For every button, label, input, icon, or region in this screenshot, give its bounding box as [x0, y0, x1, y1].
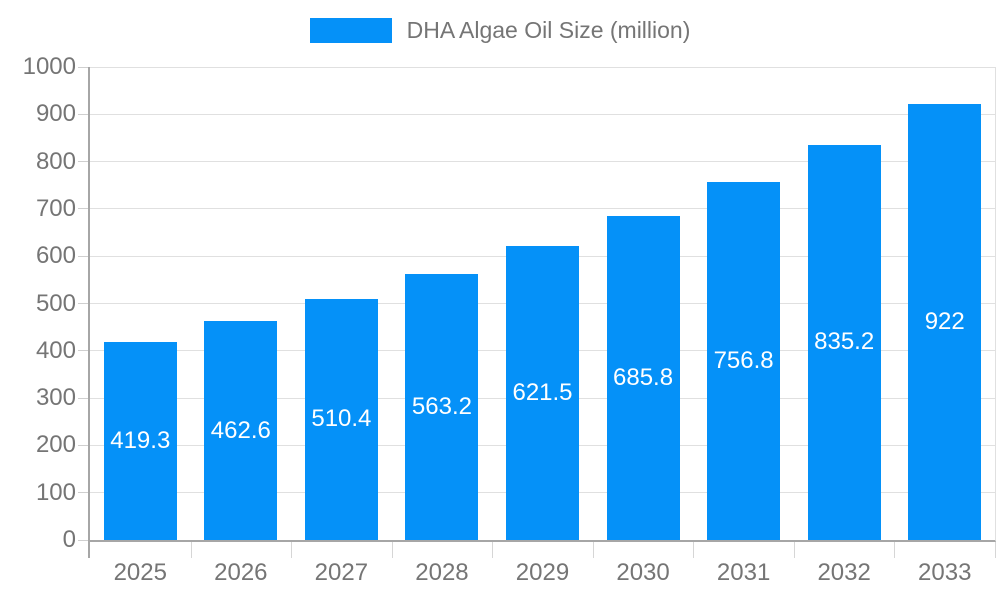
bar-2031[interactable]: 756.8: [707, 182, 781, 540]
x-axis-label: 2026: [214, 559, 268, 586]
x-axis-tick: [894, 542, 896, 558]
x-axis-tick: [592, 542, 594, 558]
bar-value-label: 685.8: [613, 363, 674, 391]
y-axis-tick: [78, 397, 88, 399]
bar-2029[interactable]: 621.5: [506, 246, 579, 540]
x-axis-tick: [793, 542, 795, 558]
x-axis-label: 2032: [817, 559, 871, 586]
y-axis-label: 200: [35, 431, 76, 459]
bar-value-label: 621.5: [512, 379, 573, 407]
bar-2025[interactable]: 419.3: [103, 341, 177, 540]
bar-2033[interactable]: 922: [908, 103, 982, 540]
y-axis-tick: [78, 539, 88, 541]
y-axis-tick: [78, 66, 88, 68]
bar-value-label: 419.3: [110, 426, 171, 454]
x-axis-label: 2028: [415, 559, 469, 586]
y-axis-label: 700: [35, 194, 76, 222]
y-axis-tick: [78, 208, 88, 210]
legend-swatch: [309, 18, 392, 43]
gridline: [90, 161, 995, 163]
y-axis-label: 1000: [22, 53, 76, 80]
x-axis-label: 2030: [616, 559, 670, 586]
x-axis-tick: [88, 542, 90, 558]
x-axis-tick: [291, 542, 293, 558]
y-axis-tick: [78, 492, 88, 494]
bar-2032[interactable]: 835.2: [807, 144, 881, 540]
x-axis-tick: [492, 542, 494, 558]
legend: DHA Algae Oil Size (million): [0, 17, 1000, 44]
x-axis-label: 2031: [716, 559, 771, 586]
y-axis-tick: [78, 255, 88, 257]
y-axis-label: 100: [35, 478, 76, 506]
y-axis-tick: [78, 161, 88, 163]
y-axis-label: 300: [35, 384, 76, 412]
gridline: [90, 113, 995, 115]
gridline: [90, 66, 995, 68]
bar-2030[interactable]: 685.8: [606, 215, 680, 540]
bar-value-label: 835.2: [814, 328, 875, 356]
bar-2027[interactable]: 510.4: [304, 298, 378, 540]
y-axis-label: 800: [35, 147, 76, 175]
bar-value-label: 756.8: [713, 347, 774, 375]
x-axis-label: 2029: [515, 559, 570, 586]
y-axis-tick: [78, 444, 88, 446]
y-axis-tick: [78, 303, 88, 304]
x-axis-tick: [995, 542, 996, 558]
x-axis-tick: [190, 542, 192, 558]
bar-value-label: 462.6: [210, 416, 271, 444]
y-axis-label: 900: [35, 100, 76, 128]
x-axis-tick: [391, 542, 393, 558]
bar-value-label: 563.2: [411, 392, 472, 420]
y-axis-label: 600: [35, 242, 76, 270]
legend-label: DHA Algae Oil Size (million): [406, 17, 691, 43]
y-axis-label: 400: [35, 336, 76, 364]
x-axis-label: 2025: [113, 559, 167, 586]
bar-value-label: 922: [924, 307, 965, 335]
x-axis-tick: [693, 542, 695, 558]
gridline: [90, 208, 995, 210]
bar-value-label: 510.4: [311, 405, 372, 433]
y-axis-tick: [78, 113, 88, 115]
y-axis-label: 500: [35, 289, 76, 317]
y-axis-label: 0: [62, 526, 76, 553]
legend-item[interactable]: DHA Algae Oil Size (million): [309, 17, 691, 44]
x-axis-label: 2027: [314, 559, 369, 586]
bar-2026[interactable]: 462.6: [204, 321, 278, 540]
y-axis-tick: [78, 350, 88, 352]
bar-2028[interactable]: 563.2: [405, 273, 479, 540]
plot-area: 0 100 200 300 400 500 600 700 800 900 1000 419.3 202…: [23, 55, 996, 586]
x-axis-label: 2033: [918, 559, 972, 586]
